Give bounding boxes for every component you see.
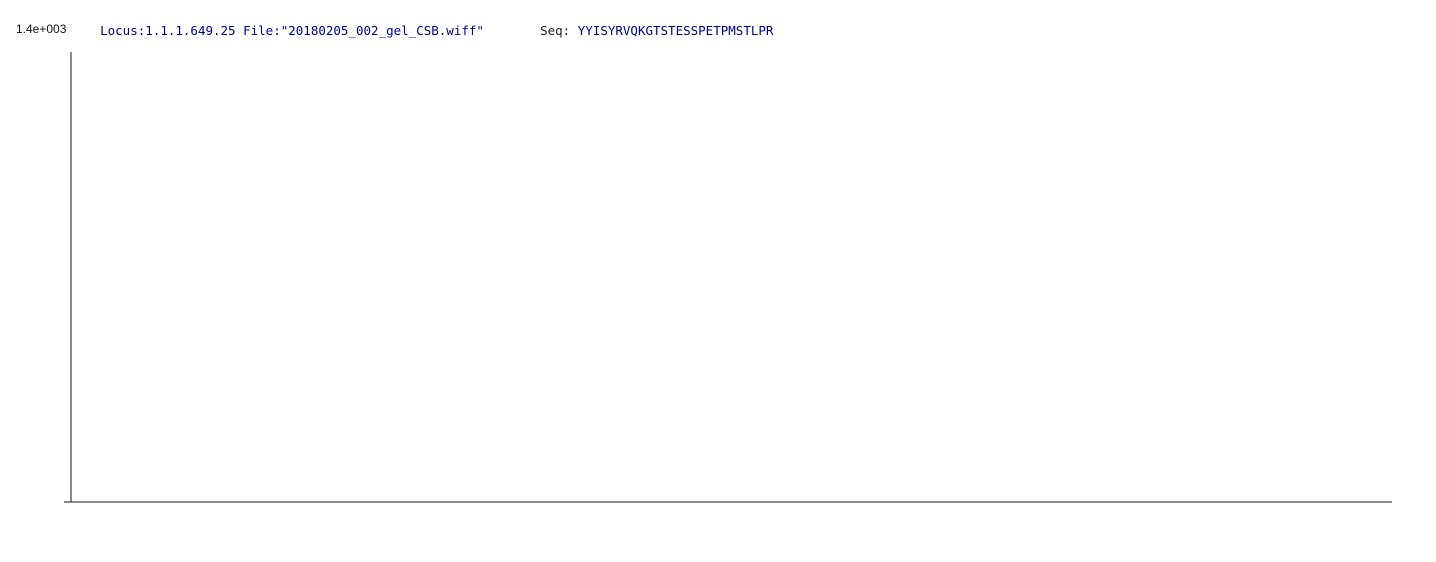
header: Locus:1.1.1.649.25 File:"20180205_002_ge… (70, 8, 484, 53)
axes (64, 52, 1392, 503)
locus-file-label: Locus:1.1.1.649.25 File:"20180205_002_ge… (100, 23, 484, 38)
seq-label: Seq: (540, 23, 578, 38)
sequence-header: Seq: YYISYRVQKGTSTESSPETPMSTLPR (510, 8, 773, 53)
seq-value: YYISYRVQKGTSTESSPETPMSTLPR (577, 23, 774, 38)
intensity-scale-label: 1.4e+003 (16, 22, 67, 36)
